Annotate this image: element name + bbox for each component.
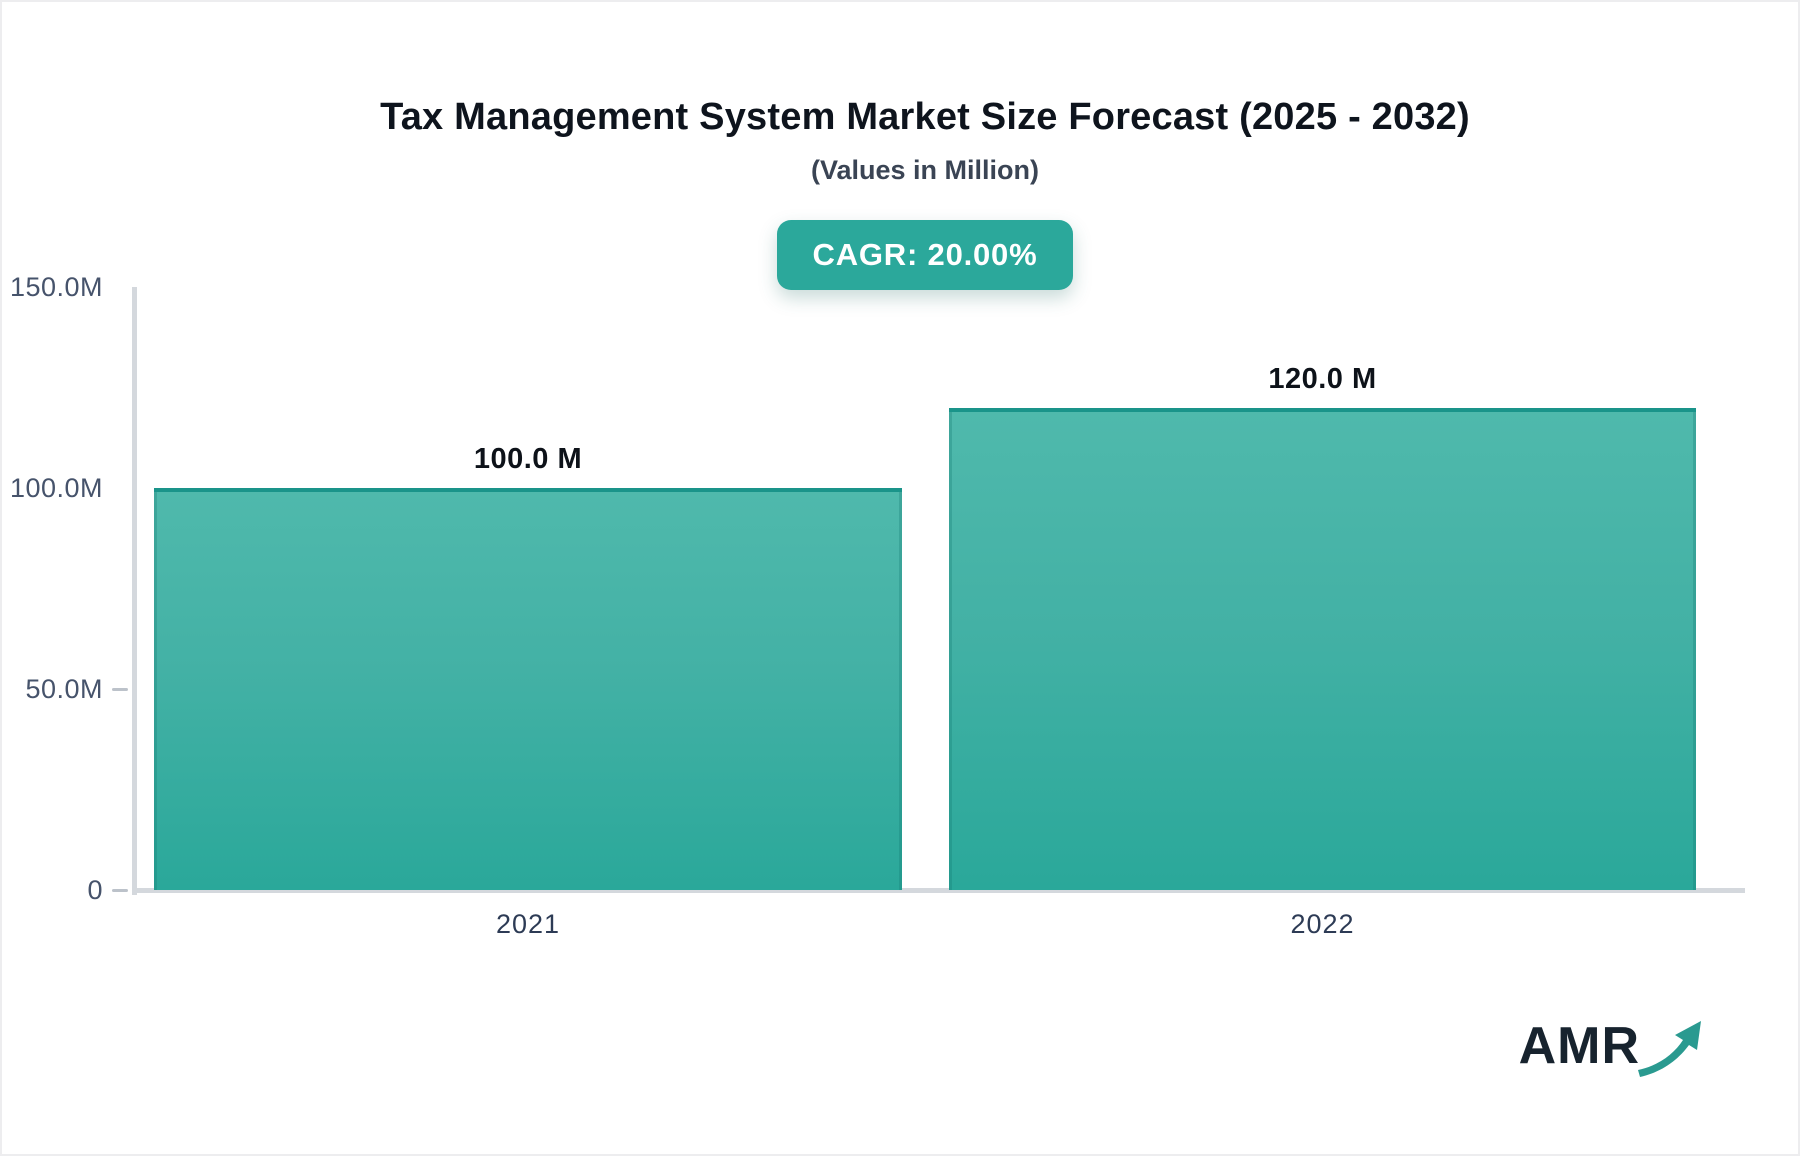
y-tick: 0 <box>2 872 128 908</box>
amr-logo: AMR <box>1519 1014 1702 1078</box>
growth-arrow-icon <box>1638 1021 1701 1077</box>
y-tick-label: 0 <box>87 874 103 905</box>
y-tick-label: 50.0M <box>25 673 103 704</box>
bar-2022 <box>949 407 1696 890</box>
y-tick-label: 150.0M <box>9 271 103 302</box>
x-axis-label-2021: 2021 <box>495 909 561 939</box>
bar-group-2021: 100.0 M 2021 <box>154 287 902 939</box>
bar-2021 <box>154 488 902 890</box>
chart-title: Tax Management System Market Size Foreca… <box>380 96 1470 138</box>
x-axis-line <box>132 888 1745 893</box>
amr-logo-text: AMR <box>1518 1017 1640 1075</box>
bar-value-label: 100.0 M <box>473 443 583 475</box>
y-tick-label: 100.0M <box>9 472 103 503</box>
y-tick-mark <box>112 888 128 892</box>
y-tick-mark <box>112 687 128 691</box>
y-axis-line <box>132 287 137 895</box>
y-tick: 50.0M <box>2 671 128 707</box>
plot-area: 100.0 M 2021 120.0 M 2022 <box>2 287 1798 939</box>
chart-subtitle: (Values in Million) <box>810 155 1040 185</box>
bar-group-2022: 120.0 M 2022 <box>949 287 1696 939</box>
y-tick: 150.0M <box>2 269 128 305</box>
bar-value-label: 120.0 M <box>1268 362 1377 395</box>
x-axis-label-2022: 2022 <box>1290 909 1355 939</box>
cagr-badge: CAGR: 20.00% <box>776 220 1074 290</box>
y-tick: 100.0M <box>2 470 128 506</box>
chart-header: Tax Management System Market Size Foreca… <box>52 2 1798 290</box>
